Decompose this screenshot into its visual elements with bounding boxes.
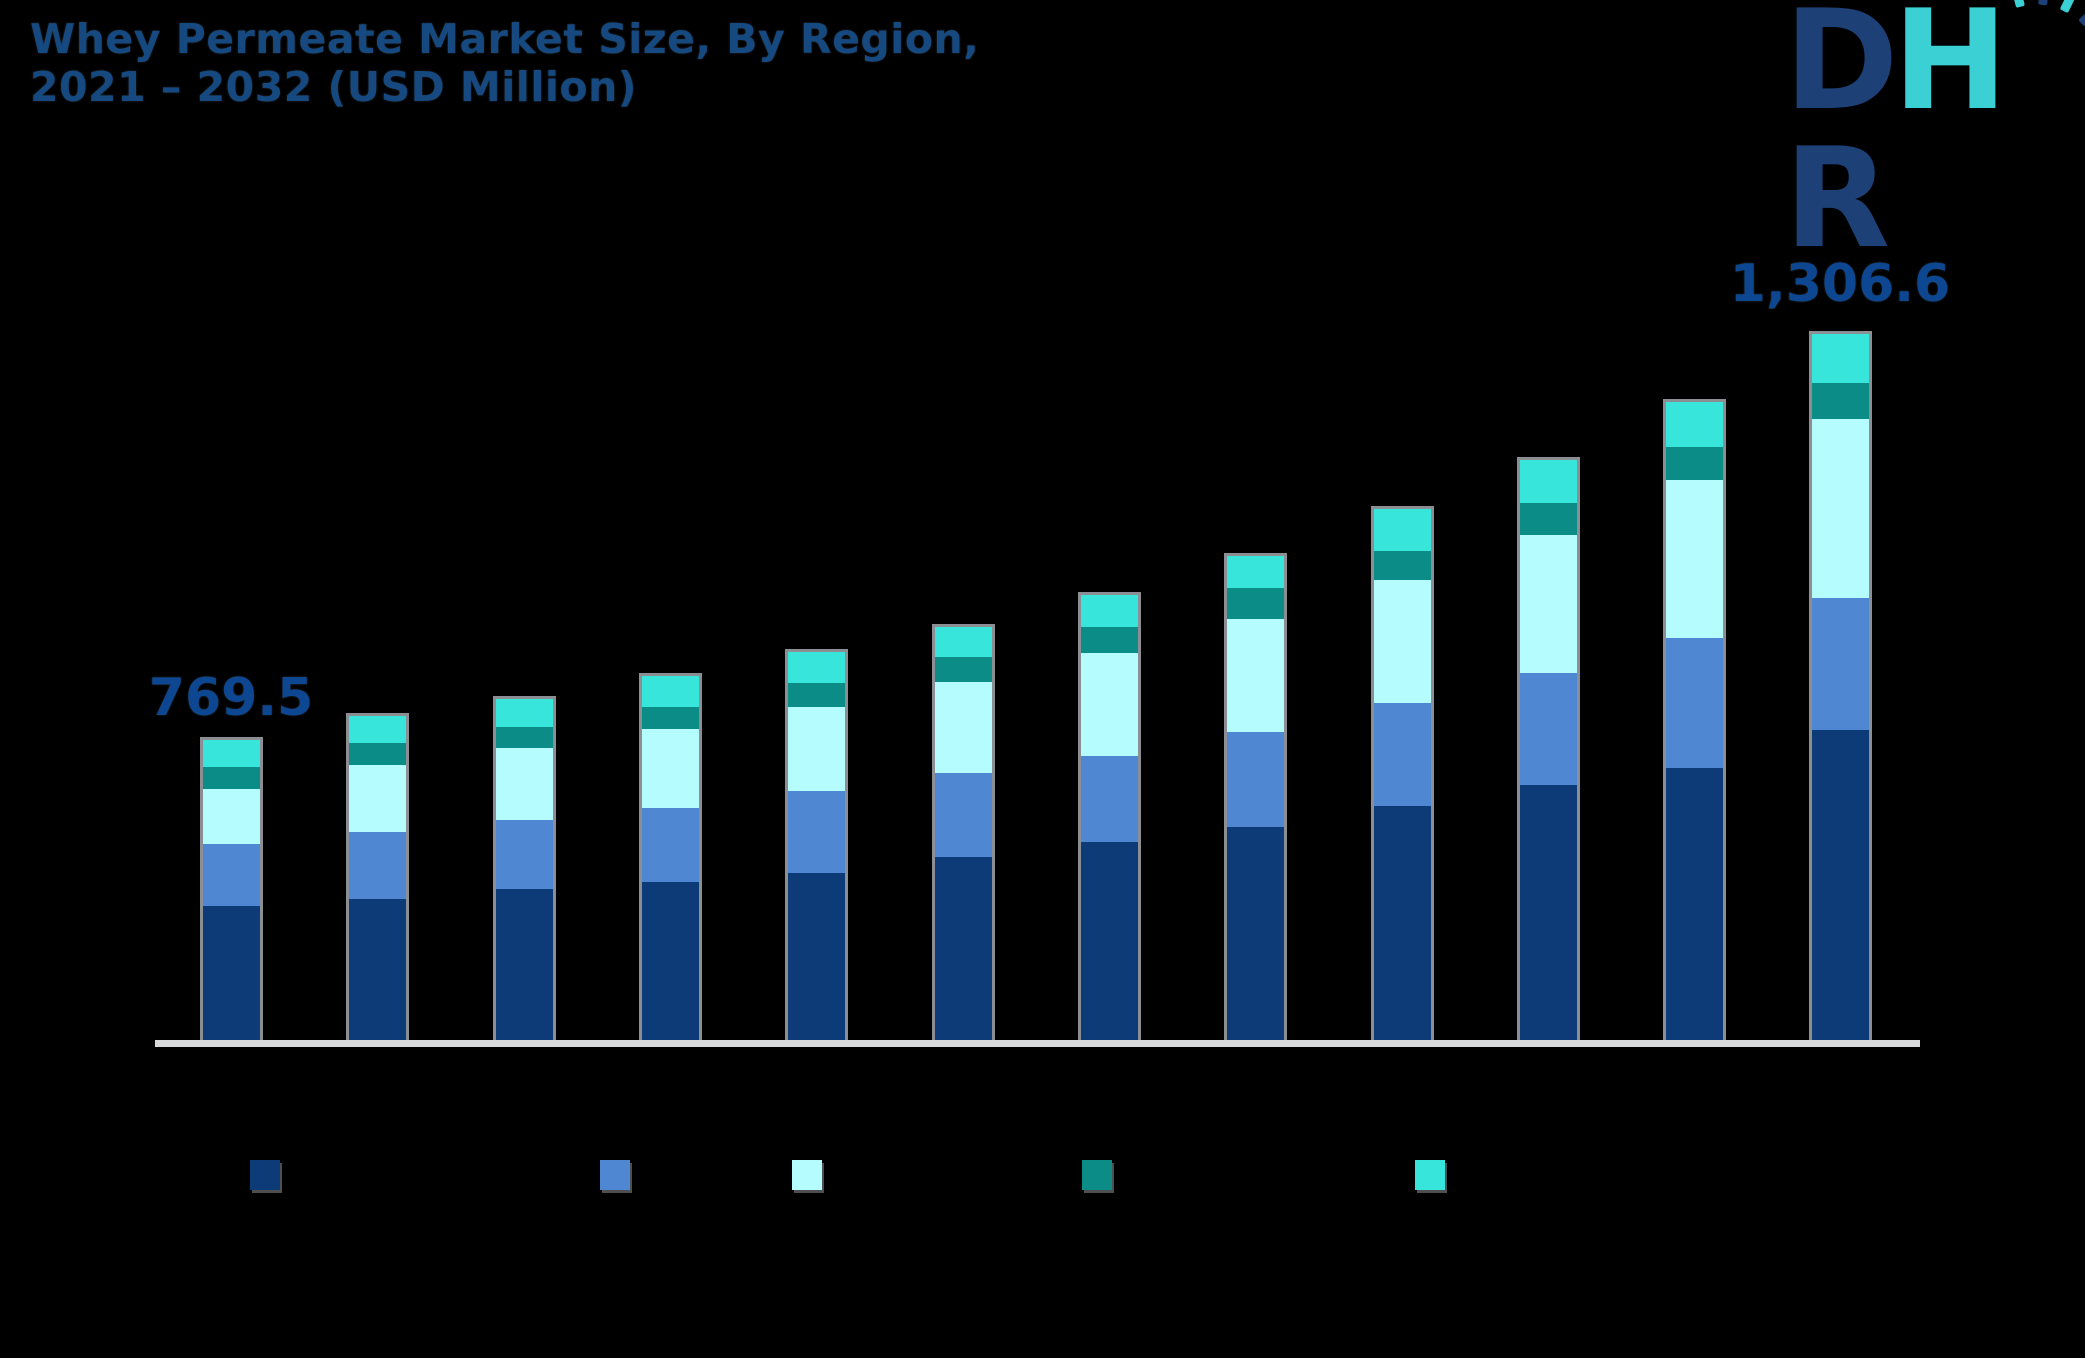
segment-navy-2026 bbox=[934, 857, 992, 1040]
segment-teal-2023 bbox=[495, 727, 553, 748]
segment-teal-2028 bbox=[1226, 588, 1284, 619]
bar-2032 bbox=[1808, 331, 1872, 1040]
legend-swatch-cyan bbox=[792, 1160, 822, 1190]
segment-teal-2029 bbox=[1373, 551, 1431, 580]
segment-navy-2029 bbox=[1373, 806, 1431, 1040]
dhr-logo: DHR bbox=[1784, 0, 2085, 268]
segment-turquoise-2025 bbox=[787, 652, 845, 683]
logo-letter-d: D bbox=[1784, 0, 1899, 141]
value-label-2032: 1,306.6 bbox=[1729, 254, 1951, 314]
bar-2030 bbox=[1516, 457, 1580, 1040]
segment-teal-2022 bbox=[348, 743, 406, 765]
legend-swatch-teal bbox=[1082, 1160, 1112, 1190]
segment-cyan-2032 bbox=[1811, 419, 1869, 598]
segment-blue-2028 bbox=[1226, 732, 1284, 827]
logo-letter-h: H bbox=[1892, 0, 2008, 141]
segment-cyan-2025 bbox=[787, 707, 845, 791]
legend-swatch-turquoise bbox=[1415, 1160, 1445, 1190]
chart-title: Whey Permeate Market Size, By Region, 20… bbox=[30, 15, 980, 112]
x-axis-line bbox=[155, 1040, 1920, 1047]
segment-turquoise-2023 bbox=[495, 699, 553, 727]
segment-turquoise-2028 bbox=[1226, 556, 1284, 588]
segment-navy-2024 bbox=[641, 882, 699, 1040]
segment-blue-2029 bbox=[1373, 703, 1431, 806]
segment-cyan-2029 bbox=[1373, 580, 1431, 703]
segment-turquoise-2031 bbox=[1665, 402, 1723, 447]
segment-teal-2031 bbox=[1665, 447, 1723, 480]
segment-blue-2027 bbox=[1080, 756, 1138, 842]
segment-cyan-2026 bbox=[934, 682, 992, 773]
segment-teal-2021 bbox=[202, 767, 260, 789]
bar-2029 bbox=[1370, 506, 1434, 1040]
segment-teal-2026 bbox=[934, 657, 992, 682]
segment-teal-2030 bbox=[1519, 503, 1577, 535]
segment-navy-2025 bbox=[787, 873, 845, 1040]
segment-navy-2028 bbox=[1226, 827, 1284, 1040]
bar-2028 bbox=[1223, 553, 1287, 1040]
legend-swatch-blue bbox=[600, 1160, 630, 1190]
segment-cyan-2030 bbox=[1519, 535, 1577, 673]
segment-cyan-2028 bbox=[1226, 619, 1284, 732]
segment-teal-2025 bbox=[787, 683, 845, 707]
dhr-logo-text: DHR bbox=[1784, 0, 2085, 268]
bar-2026 bbox=[931, 624, 995, 1040]
bar-2024 bbox=[638, 673, 702, 1040]
legend-swatch-navy bbox=[250, 1160, 280, 1190]
segment-cyan-2024 bbox=[641, 729, 699, 808]
segment-cyan-2031 bbox=[1665, 480, 1723, 638]
segment-blue-2031 bbox=[1665, 638, 1723, 768]
segment-turquoise-2026 bbox=[934, 627, 992, 657]
logo-letter-r: R bbox=[1784, 118, 1890, 279]
bar-2022 bbox=[345, 713, 409, 1040]
chart-title-line1: Whey Permeate Market Size, By Region, bbox=[30, 15, 980, 63]
segment-turquoise-2021 bbox=[202, 740, 260, 767]
segment-navy-2023 bbox=[495, 889, 553, 1040]
bar-2021 bbox=[199, 737, 263, 1040]
segment-blue-2024 bbox=[641, 808, 699, 882]
bar-2025 bbox=[784, 649, 848, 1040]
segment-blue-2021 bbox=[202, 844, 260, 906]
segment-cyan-2022 bbox=[348, 765, 406, 832]
segment-blue-2030 bbox=[1519, 673, 1577, 785]
segment-turquoise-2024 bbox=[641, 676, 699, 707]
segment-navy-2031 bbox=[1665, 768, 1723, 1040]
segment-cyan-2027 bbox=[1080, 653, 1138, 756]
segment-turquoise-2030 bbox=[1519, 460, 1577, 503]
segment-cyan-2023 bbox=[495, 748, 553, 820]
segment-navy-2030 bbox=[1519, 785, 1577, 1040]
segment-turquoise-2029 bbox=[1373, 509, 1431, 551]
segment-blue-2023 bbox=[495, 820, 553, 889]
segment-teal-2024 bbox=[641, 707, 699, 729]
segment-navy-2022 bbox=[348, 899, 406, 1040]
segment-teal-2027 bbox=[1080, 627, 1138, 653]
segment-navy-2021 bbox=[202, 906, 260, 1040]
chart-title-line2: 2021 – 2032 (USD Million) bbox=[30, 62, 638, 111]
bar-2023 bbox=[492, 696, 556, 1040]
segment-blue-2032 bbox=[1811, 598, 1869, 730]
value-label-2021: 769.5 bbox=[148, 668, 314, 728]
segment-blue-2022 bbox=[348, 832, 406, 899]
segment-teal-2032 bbox=[1811, 383, 1869, 419]
segment-blue-2025 bbox=[787, 791, 845, 873]
segment-navy-2032 bbox=[1811, 730, 1869, 1040]
bar-2027 bbox=[1077, 592, 1141, 1040]
bar-2031 bbox=[1662, 399, 1726, 1040]
segment-navy-2027 bbox=[1080, 842, 1138, 1040]
segment-turquoise-2027 bbox=[1080, 595, 1138, 627]
segment-cyan-2021 bbox=[202, 789, 260, 844]
segment-turquoise-2022 bbox=[348, 716, 406, 743]
segment-turquoise-2032 bbox=[1811, 334, 1869, 383]
segment-blue-2026 bbox=[934, 773, 992, 857]
